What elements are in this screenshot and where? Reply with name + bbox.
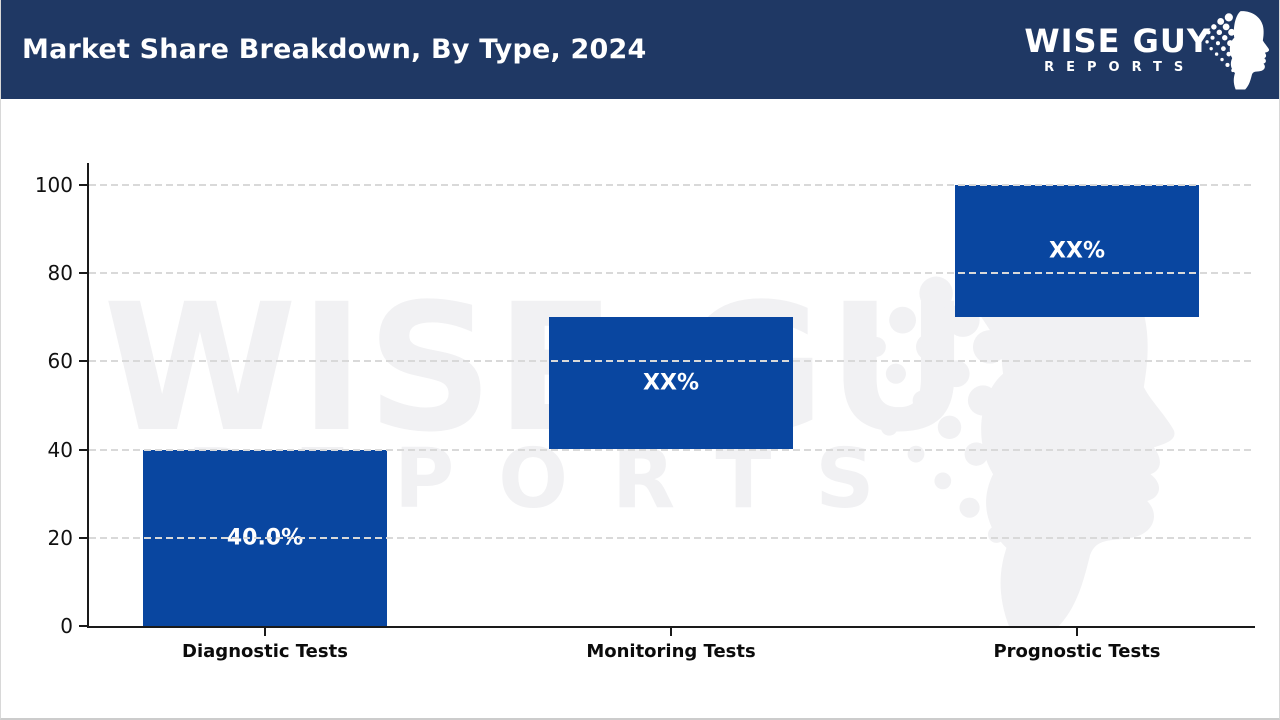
- y-axis-tick: [79, 537, 87, 539]
- y-tick-label: 80: [47, 261, 73, 285]
- x-axis-tick: [1076, 628, 1078, 636]
- x-category-label: Prognostic Tests: [993, 641, 1161, 662]
- bar-monitoring-tests: XX%: [549, 317, 793, 449]
- y-tick-label: 40: [47, 438, 73, 462]
- logo-wordmark: WISE GUY REPORTS: [1024, 25, 1211, 75]
- x-category-label: Diagnostic Tests: [182, 641, 348, 662]
- gridline-y40: [89, 449, 1254, 451]
- wiseguy-logo: WISE GUY REPORTS: [1024, 7, 1271, 93]
- bar-prognostic-tests: XX%: [955, 185, 1199, 317]
- bar-value-label: XX%: [643, 370, 699, 396]
- header-banner: Market Share Breakdown, By Type, 2024 WI…: [1, 0, 1279, 99]
- y-tick-label: 100: [34, 173, 73, 197]
- gridline-y20: [89, 537, 1254, 539]
- logo-brand-subtitle: REPORTS: [1044, 59, 1196, 75]
- y-axis-tick: [79, 184, 87, 186]
- y-axis-line: [87, 163, 89, 628]
- x-axis-tick: [264, 628, 266, 636]
- bar-value-label: XX%: [1049, 238, 1105, 264]
- logo-brand-name: WISE GUY: [1024, 22, 1211, 61]
- y-tick-label: 60: [47, 349, 73, 373]
- page-title: Market Share Breakdown, By Type, 2024: [22, 34, 647, 65]
- y-axis-tick: [79, 360, 87, 362]
- gridline-y80: [89, 272, 1254, 274]
- y-axis-tick: [79, 449, 87, 451]
- gridline-y60: [89, 360, 1254, 362]
- y-tick-label: 0: [60, 614, 73, 638]
- logo-head-icon: [1205, 11, 1270, 90]
- x-axis-line: [87, 626, 1255, 628]
- y-axis-tick: [79, 625, 87, 627]
- gridline-y100: [89, 184, 1254, 186]
- x-axis-tick: [670, 628, 672, 636]
- y-axis-tick: [79, 272, 87, 274]
- y-tick-label: 20: [47, 526, 73, 550]
- x-category-label: Monitoring Tests: [586, 641, 756, 662]
- bar-chart: WISE GUY REPORTS 02040608010040.0%XX%XX%…: [1, 99, 1279, 718]
